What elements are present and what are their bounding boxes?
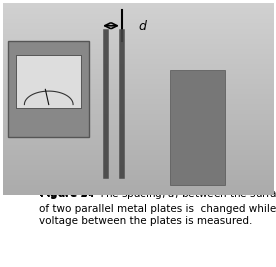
- Text: Figure 1:: Figure 1:: [39, 188, 95, 198]
- FancyBboxPatch shape: [8, 41, 89, 137]
- FancyBboxPatch shape: [37, 34, 246, 182]
- Text: $\mathbf{Figure\ 1:}$ The spacing, $d$, between the surfaces
of two parallel met: $\mathbf{Figure\ 1:}$ The spacing, $d$, …: [39, 187, 276, 226]
- FancyBboxPatch shape: [16, 54, 81, 108]
- Text: $d$: $d$: [138, 19, 148, 33]
- FancyBboxPatch shape: [171, 70, 225, 185]
